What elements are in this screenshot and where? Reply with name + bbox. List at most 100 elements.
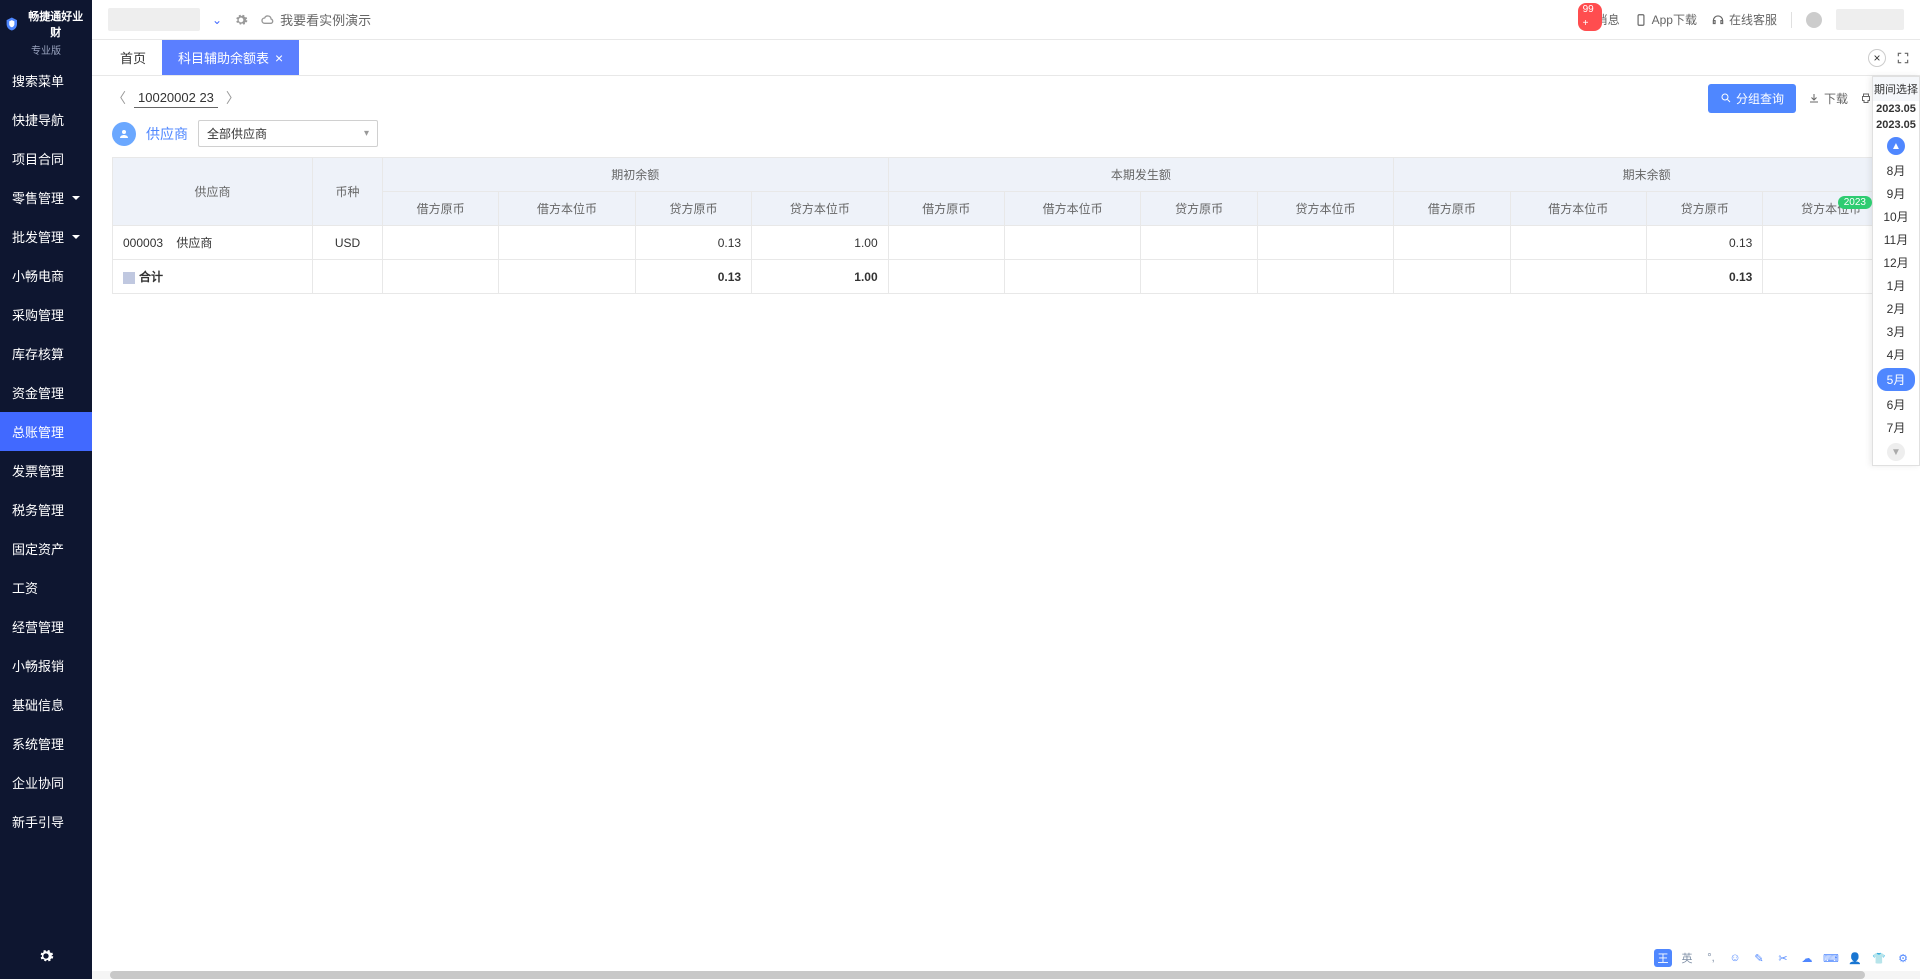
period-month[interactable]: 6月 (1873, 393, 1919, 416)
period-scroll-up-button[interactable]: ▲ (1887, 137, 1905, 155)
year-badge: 2023 (1838, 196, 1872, 209)
app-download-label: App下载 (1652, 11, 1697, 28)
nav-item-13[interactable]: 工资 (0, 568, 92, 607)
nav-item-label: 搜索菜单 (12, 71, 64, 90)
cell (1141, 260, 1257, 294)
nav-item-1[interactable]: 快捷导航 (0, 100, 92, 139)
ime-smile-icon[interactable]: ☺ (1726, 949, 1744, 967)
close-icon[interactable]: × (275, 51, 283, 65)
messages-button[interactable]: 消息 99 + (1578, 11, 1620, 28)
cell (888, 260, 1004, 294)
ime-person-icon[interactable]: 👤 (1846, 949, 1864, 967)
nav-item-15[interactable]: 小畅报销 (0, 646, 92, 685)
cell: 0.13 (1647, 260, 1763, 294)
period-to[interactable]: 2023.05 (1873, 117, 1919, 133)
topbar-settings-icon[interactable] (234, 13, 248, 27)
company-name[interactable] (108, 8, 200, 31)
period-month[interactable]: 3月 (1873, 320, 1919, 343)
period-month[interactable]: 8月 (1873, 159, 1919, 182)
th-occur-credit-base: 贷方本位币 (1257, 192, 1394, 226)
nav-item-8[interactable]: 资金管理 (0, 373, 92, 412)
nav-item-label: 固定资产 (12, 539, 64, 558)
chevron-down-icon (72, 196, 80, 200)
tab-home[interactable]: 首页 (104, 40, 162, 75)
group-query-button[interactable]: 分组查询 (1708, 84, 1796, 113)
period-month[interactable]: 5月 (1877, 368, 1915, 391)
nav-item-3[interactable]: 零售管理 (0, 178, 92, 217)
nav-item-label: 总账管理 (12, 422, 64, 441)
cell (499, 226, 636, 260)
nav-item-14[interactable]: 经营管理 (0, 607, 92, 646)
download-icon (1808, 92, 1820, 104)
th-occur-debit-base: 借方本位币 (1004, 192, 1141, 226)
nav-item-4[interactable]: 批发管理 (0, 217, 92, 256)
period-month[interactable]: 4月 (1873, 343, 1919, 366)
demo-link[interactable]: 我要看实例演示 (260, 10, 371, 29)
account-code[interactable]: 10020002 23 (134, 88, 218, 108)
nav-item-16[interactable]: 基础信息 (0, 685, 92, 724)
next-account-button[interactable]: 〉 (226, 88, 240, 108)
ime-shirt-icon[interactable]: 👕 (1870, 949, 1888, 967)
nav-item-18[interactable]: 企业协同 (0, 763, 92, 802)
supplier-select[interactable]: 全部供应商 ▾ (198, 120, 378, 147)
period-month[interactable]: 7月 (1873, 416, 1919, 439)
nav-item-0[interactable]: 搜索菜单 (0, 61, 92, 100)
username[interactable] (1836, 9, 1904, 30)
nav-item-2[interactable]: 项目合同 (0, 139, 92, 178)
group-query-label: 分组查询 (1736, 90, 1784, 107)
nav-item-11[interactable]: 税务管理 (0, 490, 92, 529)
nav-item-19[interactable]: 新手引导 (0, 802, 92, 841)
settings-icon[interactable] (38, 948, 54, 964)
nav-item-12[interactable]: 固定资产 (0, 529, 92, 568)
nav-item-6[interactable]: 采购管理 (0, 295, 92, 334)
nav-item-7[interactable]: 库存核算 (0, 334, 92, 373)
ime-lang-button[interactable]: 英 (1678, 949, 1696, 967)
period-month[interactable]: 2月 (1873, 297, 1919, 320)
period-month[interactable]: 9月 (1873, 182, 1919, 205)
cell-total-label: 合计 (113, 260, 313, 294)
supplier-icon (112, 122, 136, 146)
ime-edit-icon[interactable]: ✎ (1750, 949, 1768, 967)
app-download-button[interactable]: App下载 (1634, 11, 1697, 28)
customer-service-button[interactable]: 在线客服 (1711, 11, 1777, 28)
th-close-debit-orig: 借方原币 (1394, 192, 1510, 226)
nav-item-label: 采购管理 (12, 305, 64, 324)
ime-cloud-icon[interactable]: ☁ (1798, 949, 1816, 967)
period-month[interactable]: 1月 (1873, 274, 1919, 297)
period-month[interactable]: 10月 (1873, 205, 1919, 228)
cell (1510, 226, 1647, 260)
nav-item-17[interactable]: 系统管理 (0, 724, 92, 763)
nav-item-5[interactable]: 小畅电商 (0, 256, 92, 295)
chevron-down-icon (72, 235, 80, 239)
cloud-icon (260, 12, 276, 28)
company-dropdown-icon[interactable]: ⌄ (212, 13, 222, 27)
th-open-credit-orig: 贷方原币 (635, 192, 751, 226)
nav-item-10[interactable]: 发票管理 (0, 451, 92, 490)
ime-keyboard-icon[interactable]: ⌨ (1822, 949, 1840, 967)
cell: 0.13 (635, 260, 751, 294)
tab-active[interactable]: 科目辅助余额表 × (162, 40, 299, 75)
period-from[interactable]: 2023.05 (1873, 101, 1919, 117)
user-avatar-icon[interactable] (1806, 12, 1822, 28)
th-open-debit-orig: 借方原币 (383, 192, 499, 226)
cell (313, 260, 383, 294)
table-row[interactable]: 000003 供应商 USD 0.13 1.00 0.13 (113, 226, 1900, 260)
cell: 0.13 (635, 226, 751, 260)
prev-account-button[interactable]: 〈 (112, 88, 126, 108)
ime-punct-icon[interactable]: °, (1702, 949, 1720, 967)
ime-gear-icon[interactable]: ⚙ (1894, 949, 1912, 967)
fullscreen-icon[interactable] (1896, 51, 1910, 65)
download-button[interactable]: 下载 (1808, 90, 1848, 107)
messages-badge: 99 + (1578, 3, 1602, 31)
ime-main-button[interactable]: 王 (1654, 949, 1672, 967)
th-open-debit-base: 借方本位币 (499, 192, 636, 226)
close-all-tabs-button[interactable]: × (1868, 49, 1886, 67)
horizontal-scrollbar[interactable] (92, 971, 1920, 979)
period-month[interactable]: 11月 (1873, 228, 1919, 251)
nav-item-9[interactable]: 总账管理 (0, 412, 92, 451)
cell-supplier: 000003 供应商 (113, 226, 313, 260)
period-scroll-down-button[interactable]: ▼ (1887, 443, 1905, 461)
brand-name: 畅捷通好业财 (24, 8, 88, 40)
ime-scissors-icon[interactable]: ✂ (1774, 949, 1792, 967)
period-month[interactable]: 12月 (1873, 251, 1919, 274)
